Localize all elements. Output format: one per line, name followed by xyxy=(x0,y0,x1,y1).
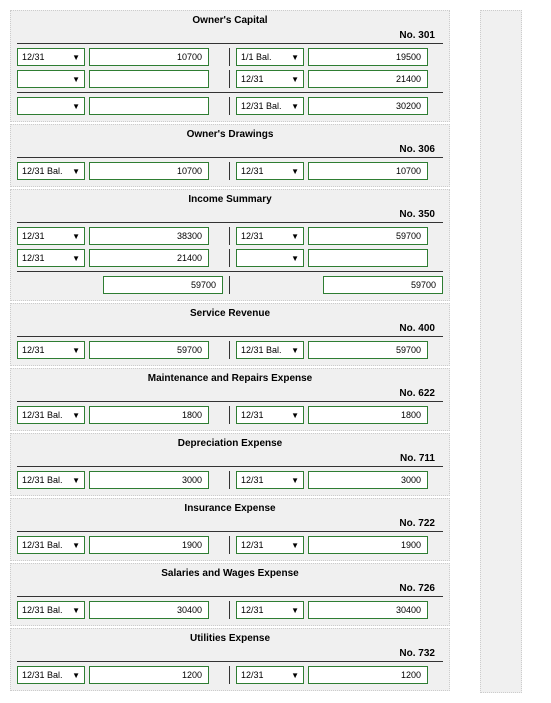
account-block: Depreciation ExpenseNo. 71112/31 Bal.▼30… xyxy=(10,433,450,496)
amount-input[interactable]: 30400 xyxy=(308,601,428,619)
date-select[interactable]: 12/31 Bal.▼ xyxy=(17,162,85,180)
account-number: No. 726 xyxy=(17,581,443,597)
account-title: Income Summary xyxy=(11,190,449,207)
ledger-row: 12/31 Bal.▼190012/31▼1900 xyxy=(17,534,443,556)
ledger-row: 12/31▼5970012/31 Bal.▼59700 xyxy=(17,339,443,361)
date-select[interactable]: 12/31▼ xyxy=(236,70,304,88)
ledger-row: 12/31▼10700 1/1 Bal.▼19500 xyxy=(17,46,443,68)
date-select[interactable]: 12/31▼ xyxy=(17,249,85,267)
ledger-row: 12/31 Bal.▼180012/31▼1800 xyxy=(17,404,443,426)
date-select[interactable]: 1/1 Bal.▼ xyxy=(236,48,304,66)
date-select[interactable]: 12/31 Bal.▼ xyxy=(236,341,304,359)
date-select[interactable]: 12/31▼ xyxy=(17,48,85,66)
ledger-row: 12/31▼21400 ▼ xyxy=(17,247,443,269)
amount-input[interactable]: 10700 xyxy=(89,162,209,180)
amount-input[interactable]: 10700 xyxy=(89,48,209,66)
account-number: No. 722 xyxy=(17,516,443,532)
amount-input[interactable]: 1800 xyxy=(89,406,209,424)
ledger-row: 12/31 Bal.▼300012/31▼3000 xyxy=(17,469,443,491)
amount-input[interactable]: 59700 xyxy=(308,341,428,359)
date-select[interactable]: 12/31▼ xyxy=(236,227,304,245)
amount-input[interactable]: 59700 xyxy=(308,227,428,245)
account-block: Service RevenueNo. 40012/31▼5970012/31 B… xyxy=(10,303,450,366)
ledger-row: 12/31 Bal.▼3040012/31▼30400 xyxy=(17,599,443,621)
account-number: No. 711 xyxy=(17,451,443,467)
ledger-total-row: 59700 59700 xyxy=(17,274,443,296)
ledger-row: 12/31 Bal.▼1070012/31▼10700 xyxy=(17,160,443,182)
date-select[interactable]: ▼ xyxy=(236,249,304,267)
account-number: No. 400 xyxy=(17,321,443,337)
amount-input[interactable]: 1900 xyxy=(308,536,428,554)
date-select[interactable]: 12/31▼ xyxy=(236,666,304,684)
account-number: No. 732 xyxy=(17,646,443,662)
date-select[interactable]: 12/31 Bal.▼ xyxy=(17,536,85,554)
side-panel xyxy=(480,10,522,693)
account-title: Utilities Expense xyxy=(11,629,449,646)
amount-input[interactable]: 3000 xyxy=(89,471,209,489)
amount-input[interactable]: 1200 xyxy=(308,666,428,684)
amount-input[interactable]: 21400 xyxy=(308,70,428,88)
date-select[interactable]: 12/31▼ xyxy=(236,536,304,554)
account-block: Owner's CapitalNo. 30112/31▼107001/1 Bal… xyxy=(10,10,450,122)
date-select[interactable]: ▼ xyxy=(17,70,85,88)
amount-input[interactable] xyxy=(89,97,209,115)
account-title: Depreciation Expense xyxy=(11,434,449,451)
amount-input[interactable]: 30200 xyxy=(308,97,428,115)
account-block: Utilities ExpenseNo. 73212/31 Bal.▼12001… xyxy=(10,628,450,691)
account-title: Maintenance and Repairs Expense xyxy=(11,369,449,386)
amount-input[interactable]: 19500 xyxy=(308,48,428,66)
amount-input[interactable]: 30400 xyxy=(89,601,209,619)
date-select[interactable]: 12/31▼ xyxy=(236,406,304,424)
account-block: Income SummaryNo. 35012/31▼3830012/31▼59… xyxy=(10,189,450,301)
date-select[interactable]: 12/31 Bal.▼ xyxy=(17,471,85,489)
ledger-row: 12/31▼3830012/31▼59700 xyxy=(17,225,443,247)
account-title: Insurance Expense xyxy=(11,499,449,516)
date-select[interactable]: 12/31▼ xyxy=(17,341,85,359)
date-select[interactable]: 12/31 Bal.▼ xyxy=(17,601,85,619)
date-select[interactable]: 12/31▼ xyxy=(236,162,304,180)
ledger-row: ▼ 12/31▼21400 xyxy=(17,68,443,90)
account-title: Owner's Capital xyxy=(11,11,449,28)
account-block: Salaries and Wages ExpenseNo. 726 12/31 B… xyxy=(10,563,450,626)
account-number: No. 301 xyxy=(17,28,443,44)
account-title: Salaries and Wages Expense xyxy=(11,564,449,581)
amount-input[interactable]: 1800 xyxy=(308,406,428,424)
amount-input[interactable]: 1900 xyxy=(89,536,209,554)
date-select[interactable]: 12/31 Bal.▼ xyxy=(17,406,85,424)
amount-input[interactable]: 21400 xyxy=(89,249,209,267)
amount-input[interactable]: 10700 xyxy=(308,162,428,180)
amount-input[interactable]: 59700 xyxy=(323,276,443,294)
date-select[interactable]: 12/31 Bal.▼ xyxy=(17,666,85,684)
date-select[interactable]: 12/31 Bal.▼ xyxy=(236,97,304,115)
account-title: Owner's Drawings xyxy=(11,125,449,142)
amount-input[interactable]: 59700 xyxy=(103,276,223,294)
account-block: Maintenance and Repairs ExpenseNo. 622 12… xyxy=(10,368,450,431)
date-select[interactable]: ▼ xyxy=(17,97,85,115)
amount-input[interactable] xyxy=(308,249,428,267)
account-number: No. 350 xyxy=(17,207,443,223)
amount-input[interactable]: 3000 xyxy=(308,471,428,489)
amount-input[interactable]: 1200 xyxy=(89,666,209,684)
account-block: Insurance ExpenseNo. 72212/31 Bal.▼19001… xyxy=(10,498,450,561)
date-select[interactable]: 12/31▼ xyxy=(236,601,304,619)
account-number: No. 622 xyxy=(17,386,443,402)
ledger-row: 12/31 Bal.▼120012/31▼1200 xyxy=(17,664,443,686)
date-select[interactable]: 12/31▼ xyxy=(236,471,304,489)
account-title: Service Revenue xyxy=(11,304,449,321)
ledger-total-row: ▼ 12/31 Bal.▼30200 xyxy=(17,95,443,117)
account-block: Owner's DrawingsNo. 30612/31 Bal.▼107001… xyxy=(10,124,450,187)
date-select[interactable]: 12/31▼ xyxy=(17,227,85,245)
amount-input[interactable] xyxy=(89,70,209,88)
account-number: No. 306 xyxy=(17,142,443,158)
amount-input[interactable]: 59700 xyxy=(89,341,209,359)
amount-input[interactable]: 38300 xyxy=(89,227,209,245)
